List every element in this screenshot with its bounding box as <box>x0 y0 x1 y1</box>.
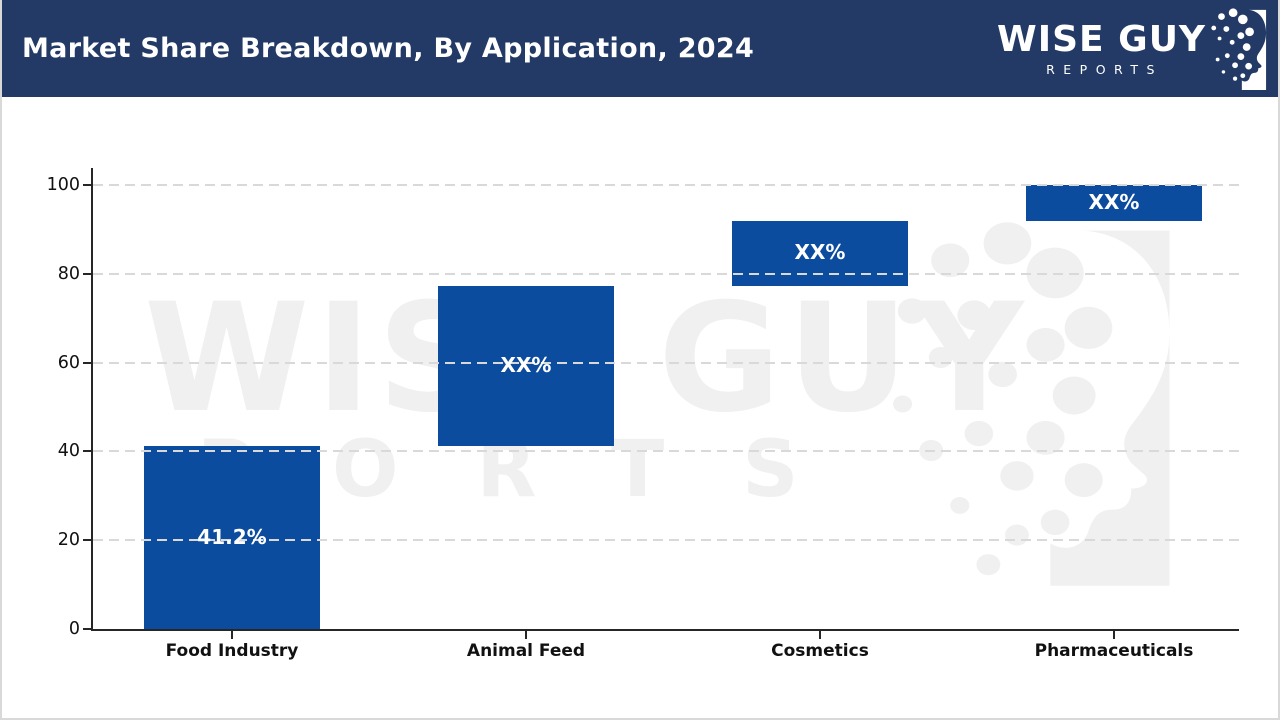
gridline <box>93 539 1239 542</box>
y-tick-label: 60 <box>57 352 80 373</box>
bar <box>144 446 320 629</box>
y-axis-line <box>91 168 93 631</box>
y-tick-label: 0 <box>68 619 80 639</box>
bar-value-label: XX% <box>500 353 552 378</box>
bar <box>438 286 614 447</box>
y-tick-label: 20 <box>57 530 80 551</box>
x-axis-tick <box>1113 631 1115 639</box>
bar-value-label: 41.2% <box>197 524 267 549</box>
bar <box>732 220 908 287</box>
category-label: Animal Feed <box>466 641 586 661</box>
gridline <box>93 184 1239 186</box>
x-axis-tick <box>231 631 233 639</box>
category-label: Food Industry <box>165 641 299 661</box>
x-axis-tick <box>525 631 527 639</box>
bar-value-label: XX% <box>794 240 846 265</box>
x-axis-tick <box>819 631 821 639</box>
y-axis-tick <box>83 539 91 542</box>
y-tick-label: 100 <box>46 175 80 195</box>
y-tick-label: 40 <box>57 441 80 462</box>
y-axis-tick <box>83 361 91 364</box>
x-axis-line <box>91 629 1239 631</box>
header: Market Share Breakdown, By Application, … <box>2 0 1278 97</box>
brand-logo: WISE GUY REPORTS <box>997 4 1268 94</box>
brand-logo-text: WISE GUY REPORTS <box>997 21 1206 77</box>
y-axis-tick <box>83 628 91 630</box>
bar-value-label: XX% <box>1088 189 1140 214</box>
page-title: Market Share Breakdown, By Application, … <box>22 33 755 64</box>
category-label: Cosmetics <box>771 641 869 661</box>
y-tick-label: 80 <box>57 263 80 284</box>
gridline <box>93 361 1239 364</box>
y-axis-tick <box>83 272 91 275</box>
y-axis-tick <box>83 184 91 186</box>
brand-name: WISE GUY <box>996 19 1206 61</box>
gridline <box>93 450 1239 453</box>
bar <box>1026 185 1202 221</box>
brand-subtitle: REPORTS <box>1046 61 1163 77</box>
brand-face-icon <box>1211 8 1267 91</box>
gridline <box>93 272 1239 275</box>
y-axis-tick <box>83 450 91 453</box>
category-label: Pharmaceuticals <box>1034 641 1194 661</box>
